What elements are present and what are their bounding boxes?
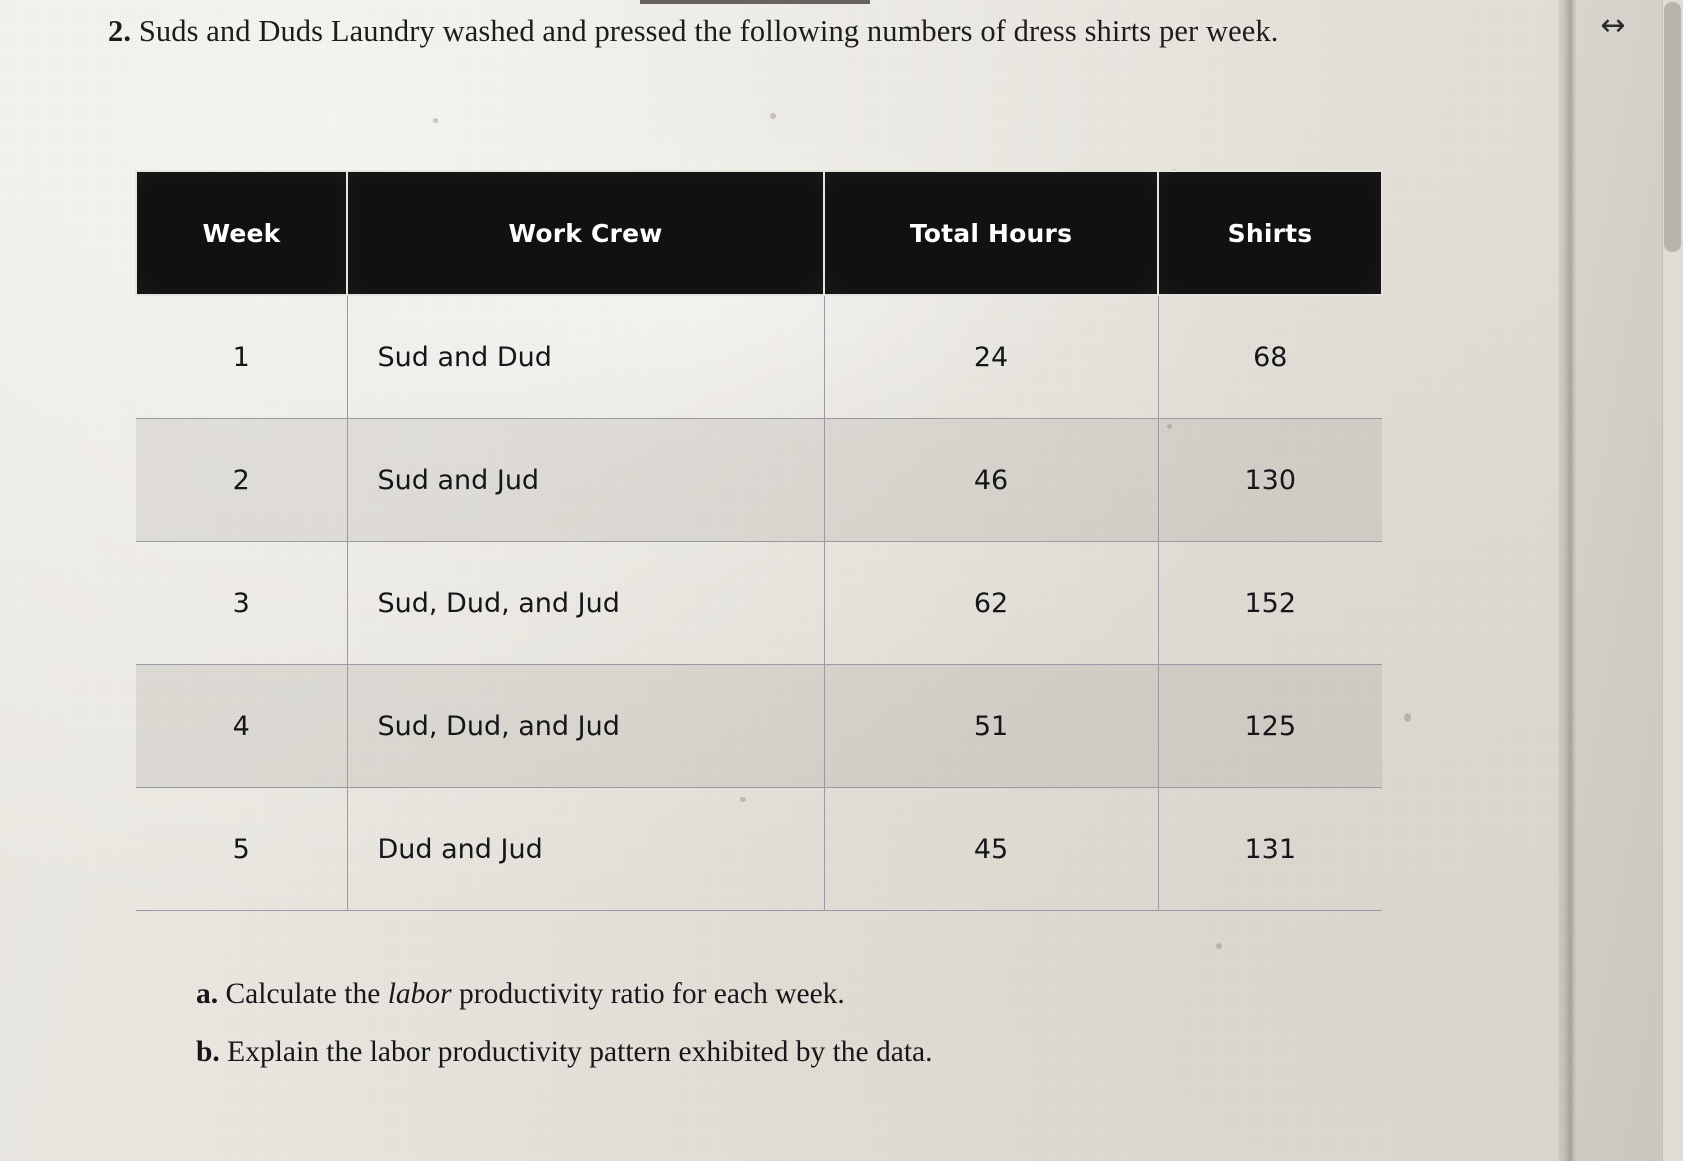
column-header-week: Week	[135, 170, 348, 296]
sub-question-a-text-after: productivity ratio for each week.	[451, 978, 845, 1010]
question-number: 2.	[108, 14, 132, 48]
sub-question-a-emphasis: labor	[387, 978, 452, 1010]
sub-questions: a. Calculate the labor productivity rati…	[196, 965, 1456, 1081]
cell-work-crew: Sud, Dud, and Jud	[346, 541, 825, 665]
cell-shirts: 68	[1157, 295, 1382, 419]
table-row: 1 Sud and Dud 24 68	[136, 295, 1382, 419]
cell-shirts: 131	[1157, 787, 1382, 911]
cell-work-crew: Dud and Jud	[346, 787, 825, 911]
data-table-container: Week Work Crew Total Hours Shirts 1 Sud …	[135, 170, 1383, 911]
cell-work-crew: Sud, Dud, and Jud	[346, 664, 825, 788]
resize-horizontal-icon[interactable]: ↔	[1600, 8, 1626, 43]
sub-question-b: b. Explain the labor productivity patter…	[196, 1023, 1456, 1081]
paper-speck	[1216, 943, 1222, 949]
table-header-row: Week Work Crew Total Hours Shirts	[135, 170, 1383, 296]
page-right-edge-shadow	[1558, 0, 1576, 1161]
table-row: 4 Sud, Dud, and Jud 51 125	[136, 664, 1382, 788]
cell-week: 3	[136, 541, 348, 665]
laundry-data-table: Week Work Crew Total Hours Shirts 1 Sud …	[135, 170, 1383, 911]
cell-total-hours: 62	[823, 541, 1159, 665]
cell-work-crew: Sud and Dud	[346, 295, 825, 419]
cell-week: 4	[136, 664, 348, 788]
cell-total-hours: 46	[823, 418, 1159, 542]
column-header-total-hours: Total Hours	[823, 170, 1159, 296]
sub-question-b-text: Explain the labor productivity pattern e…	[227, 1036, 933, 1068]
table-head: Week Work Crew Total Hours Shirts	[135, 170, 1383, 296]
cell-shirts: 130	[1157, 418, 1382, 542]
table-body: 1 Sud and Dud 24 68 2 Sud and Jud 46 130…	[136, 295, 1382, 911]
question-prompt-text: Suds and Duds Laundry washed and pressed…	[138, 14, 1279, 48]
cell-shirts: 152	[1157, 541, 1382, 665]
cell-week: 5	[136, 787, 348, 911]
sub-question-a: a. Calculate the labor productivity rati…	[196, 965, 1456, 1023]
vertical-scrollbar-track[interactable]	[1662, 0, 1683, 1161]
paper-speck	[1404, 713, 1411, 722]
column-header-shirts: Shirts	[1157, 170, 1383, 296]
cell-week: 1	[136, 295, 348, 419]
question-prompt: 2. Suds and Duds Laundry washed and pres…	[108, 8, 1418, 55]
table-row: 2 Sud and Jud 46 130	[136, 418, 1382, 542]
paper-speck	[433, 118, 438, 123]
cell-total-hours: 45	[823, 787, 1159, 911]
sub-question-b-label: b.	[196, 1036, 220, 1068]
column-header-work-crew: Work Crew	[346, 170, 825, 296]
table-row: 5 Dud and Jud 45 131	[136, 787, 1382, 911]
page-top-edge	[640, 0, 870, 4]
vertical-scrollbar-thumb[interactable]	[1664, 2, 1681, 252]
cell-total-hours: 51	[823, 664, 1159, 788]
cell-total-hours: 24	[823, 295, 1159, 419]
table-row: 3 Sud, Dud, and Jud 62 152	[136, 541, 1382, 665]
cell-work-crew: Sud and Jud	[346, 418, 825, 542]
sub-question-a-label: a.	[196, 978, 219, 1010]
cell-shirts: 125	[1157, 664, 1382, 788]
sub-question-a-text-before: Calculate the	[225, 978, 388, 1010]
cell-week: 2	[136, 418, 348, 542]
paper-speck	[770, 113, 776, 119]
